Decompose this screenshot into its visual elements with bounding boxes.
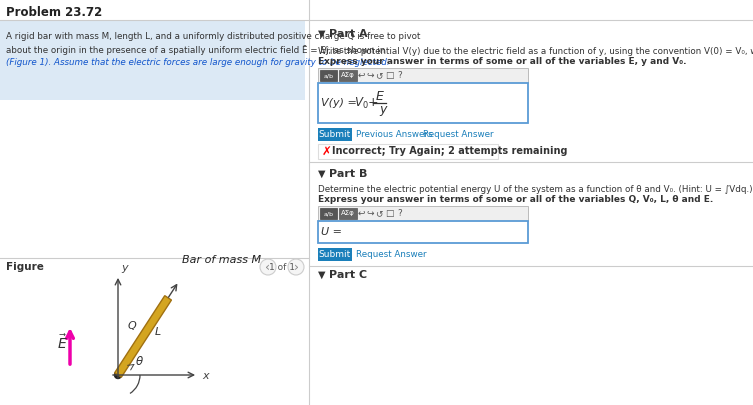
Text: Request Answer: Request Answer <box>423 130 494 139</box>
Text: ?: ? <box>398 71 402 80</box>
Text: ↩: ↩ <box>357 209 364 218</box>
Text: a/b: a/b <box>324 211 334 216</box>
Text: +: + <box>368 96 379 109</box>
Text: AΣφ: AΣφ <box>341 72 355 79</box>
Text: E: E <box>376 90 384 104</box>
Bar <box>318 68 528 83</box>
Text: ↪: ↪ <box>366 209 373 218</box>
Text: 1 of 1: 1 of 1 <box>269 262 295 271</box>
Text: Write the potential V(y) due to the electric field as a function of y, using the: Write the potential V(y) due to the elec… <box>318 47 753 56</box>
Text: Figure: Figure <box>6 262 44 272</box>
Text: Request Answer: Request Answer <box>356 250 427 259</box>
Text: about the origin in the presence of a spatially uniform electric field Ē = Eĵ, a: about the origin in the presence of a sp… <box>6 45 386 55</box>
Text: U =: U = <box>321 227 342 237</box>
Text: Problem 23.72: Problem 23.72 <box>6 6 102 19</box>
Bar <box>318 128 352 141</box>
Text: A rigid bar with mass M, length L, and a uniformly distributed positive charge Q: A rigid bar with mass M, length L, and a… <box>6 32 420 41</box>
Text: Part A: Part A <box>329 29 367 39</box>
Text: (Figure 1). Assume that the electric forces are large enough for gravity to be n: (Figure 1). Assume that the electric for… <box>6 58 389 67</box>
Circle shape <box>114 371 121 379</box>
Bar <box>318 248 352 261</box>
Text: Q: Q <box>127 321 136 330</box>
Text: ?: ? <box>398 209 402 218</box>
Text: □: □ <box>385 209 393 218</box>
Text: ↩: ↩ <box>357 71 364 80</box>
Text: Submit: Submit <box>319 250 351 259</box>
Text: $V_0$: $V_0$ <box>354 96 369 111</box>
Text: □: □ <box>385 71 393 80</box>
Text: ▼: ▼ <box>318 270 325 280</box>
Text: ↺: ↺ <box>375 71 383 80</box>
Bar <box>318 221 528 243</box>
Circle shape <box>260 259 276 275</box>
Text: ‹: ‹ <box>266 260 270 273</box>
Text: x: x <box>202 371 209 381</box>
Text: Part B: Part B <box>329 169 367 179</box>
Text: ▼: ▼ <box>318 29 325 39</box>
Text: $\vec{E}$: $\vec{E}$ <box>56 334 67 352</box>
Bar <box>339 208 357 219</box>
Text: L: L <box>155 327 161 337</box>
Bar <box>0 20 305 100</box>
Text: ✗: ✗ <box>322 145 332 158</box>
Text: θ: θ <box>136 355 143 368</box>
Bar <box>320 208 337 219</box>
Text: Bar of mass M: Bar of mass M <box>182 255 261 265</box>
Bar <box>318 144 498 159</box>
Text: Submit: Submit <box>319 130 351 139</box>
Bar <box>318 206 528 221</box>
Polygon shape <box>114 296 172 377</box>
Text: Incorrect; Try Again; 2 attempts remaining: Incorrect; Try Again; 2 attempts remaini… <box>332 147 568 156</box>
Text: Express your answer in terms of some or all of the variables Q, V₀, L, θ and E.: Express your answer in terms of some or … <box>318 195 713 204</box>
Bar <box>339 70 357 81</box>
Circle shape <box>288 259 304 275</box>
Text: y: y <box>121 263 127 273</box>
Text: a/b: a/b <box>324 73 334 78</box>
Text: V(y) =: V(y) = <box>321 98 357 108</box>
Text: Part C: Part C <box>329 270 367 280</box>
Text: ↪: ↪ <box>366 71 373 80</box>
Text: Express your answer in terms of some or all of the variables E, y and V₀.: Express your answer in terms of some or … <box>318 57 687 66</box>
Bar <box>318 83 528 123</box>
Text: Previous Answers: Previous Answers <box>356 130 433 139</box>
Text: ›: › <box>294 260 298 273</box>
Text: ↺: ↺ <box>375 209 383 218</box>
Text: ▼: ▼ <box>318 169 325 179</box>
Text: y: y <box>379 104 386 117</box>
Text: Determine the electric potential energy U of the system as a function of θ and V: Determine the electric potential energy … <box>318 185 753 194</box>
Text: AΣφ: AΣφ <box>341 211 355 217</box>
Bar <box>320 70 337 81</box>
